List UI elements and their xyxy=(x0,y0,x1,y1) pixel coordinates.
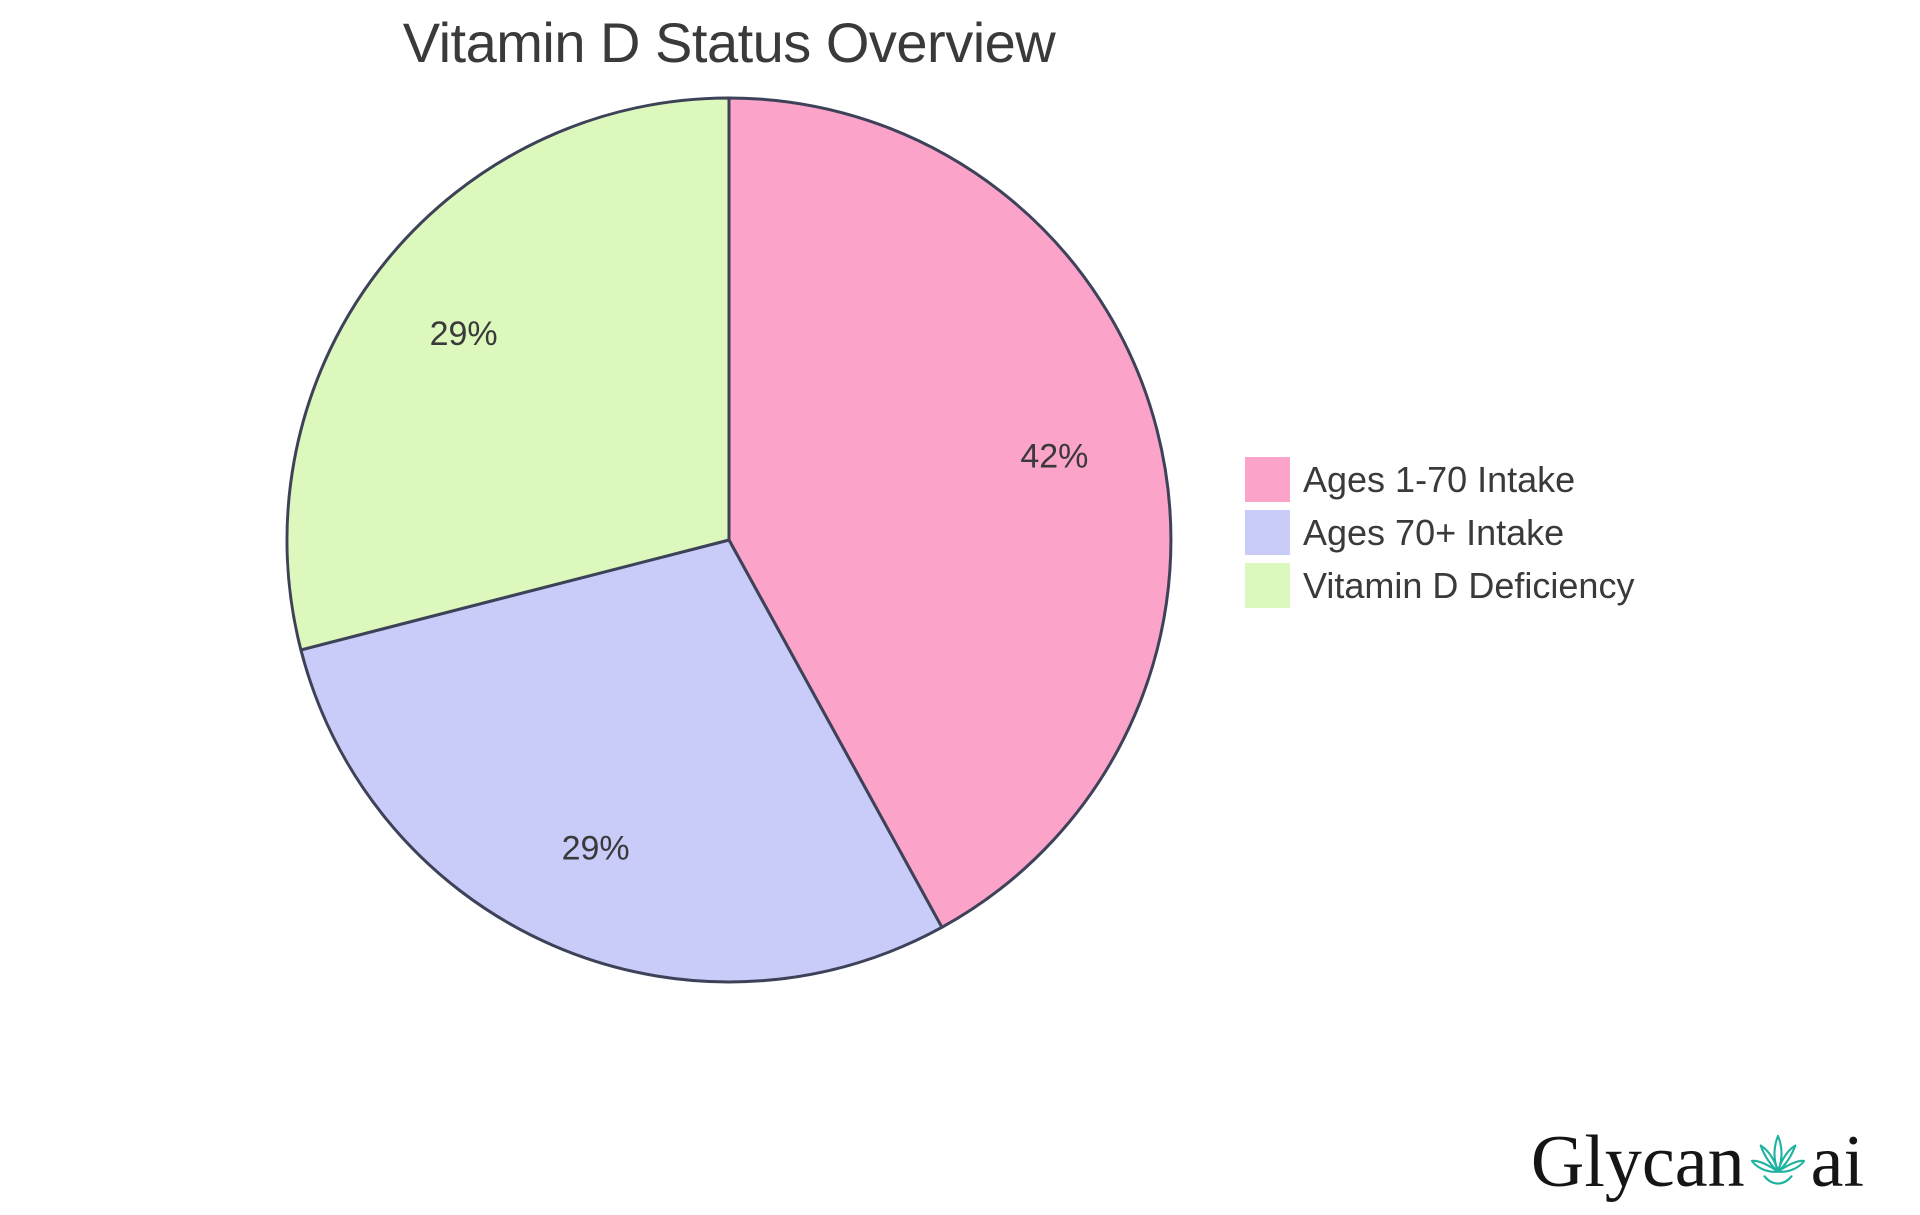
chart-title: Vitamin D Status Overview xyxy=(402,11,1056,74)
brand-wordmark-right: ai xyxy=(1810,1121,1864,1203)
slice-label: 42% xyxy=(1020,438,1088,476)
pie-slice-3 xyxy=(285,96,731,652)
slice-label: 29% xyxy=(562,829,630,867)
legend-label: Vitamin D Deficiency xyxy=(1303,564,1635,606)
pie-slice-2 xyxy=(299,538,944,984)
legend-swatch xyxy=(1245,563,1290,608)
legend-item: Vitamin D Deficiency xyxy=(1245,563,1634,608)
brand-logo: Glycan ai xyxy=(1531,1125,1864,1199)
legend-swatch xyxy=(1245,510,1290,555)
legend-item: Ages 70+ Intake xyxy=(1245,510,1634,555)
pie-slice-1 xyxy=(727,96,1173,929)
legend-label: Ages 1-70 Intake xyxy=(1303,458,1576,500)
legend-label: Ages 70+ Intake xyxy=(1303,511,1565,553)
legend-swatch xyxy=(1245,457,1290,502)
legend: Ages 1-70 Intake Ages 70+ Intake Vitamin D… xyxy=(1245,457,1634,616)
aloe-plant-icon xyxy=(1750,1134,1805,1185)
legend-item: Ages 1-70 Intake xyxy=(1245,457,1634,502)
slice-label: 29% xyxy=(430,315,498,353)
brand-wordmark-left: Glycan xyxy=(1530,1121,1745,1203)
